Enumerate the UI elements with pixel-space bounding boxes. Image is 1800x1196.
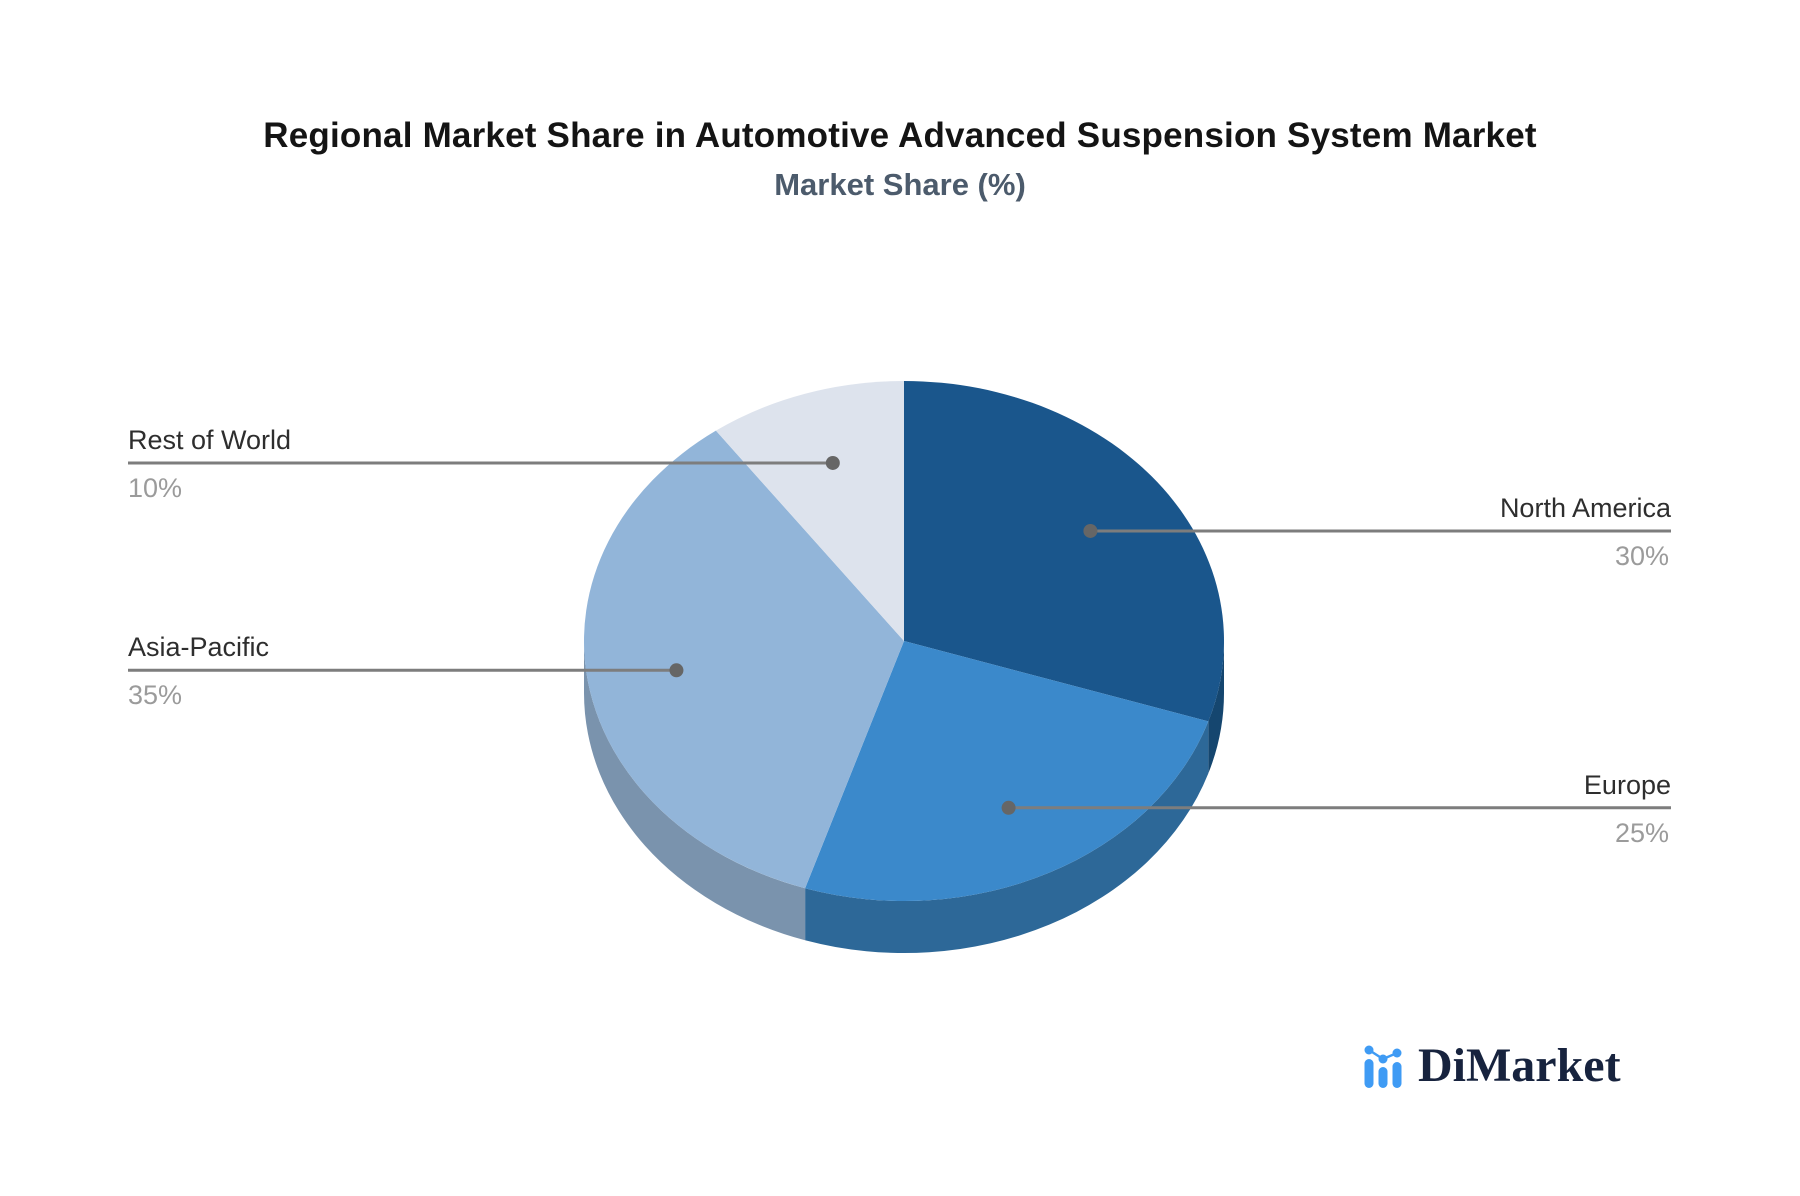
callout-dot-europe — [1001, 800, 1016, 815]
slice-percent-rest-of-world: 10% — [128, 472, 183, 503]
slice-label-asia-pacific: Asia-Pacific — [128, 632, 270, 663]
chart-title: Regional Market Share in Automotive Adva… — [263, 116, 1537, 155]
dimarket-logo: DiMarket — [1363, 1039, 1621, 1092]
slice-label-europe: Europe — [1583, 769, 1671, 800]
pie-slice-side-asia-pacific — [584, 641, 806, 941]
bar-line-chart-icon — [1364, 1045, 1402, 1088]
pie-slice-europe[interactable] — [805, 641, 1209, 901]
pie-slice-asia-pacific[interactable] — [583, 430, 904, 889]
callout-dot-rest-of-world — [825, 455, 840, 470]
slice-percent-north-america: 30% — [1614, 540, 1669, 571]
pie-slice-rest-of-world[interactable] — [715, 381, 904, 641]
callout-dot-north-america — [1083, 523, 1098, 538]
callout-dot-asia-pacific — [669, 663, 684, 678]
pie-slice-north-america[interactable] — [904, 381, 1224, 722]
dimarket-logo-text: DiMarket — [1418, 1039, 1621, 1092]
slice-percent-asia-pacific: 35% — [128, 680, 183, 711]
slice-label-north-america: North America — [1499, 492, 1671, 523]
slice-label-rest-of-world: Rest of World — [128, 424, 292, 455]
pie-slice-side-europe — [805, 721, 1209, 954]
slice-percent-europe: 25% — [1614, 817, 1669, 848]
pie-slice-side-north-america — [1208, 641, 1224, 774]
chart-subtitle: Market Share (%) — [774, 167, 1026, 202]
